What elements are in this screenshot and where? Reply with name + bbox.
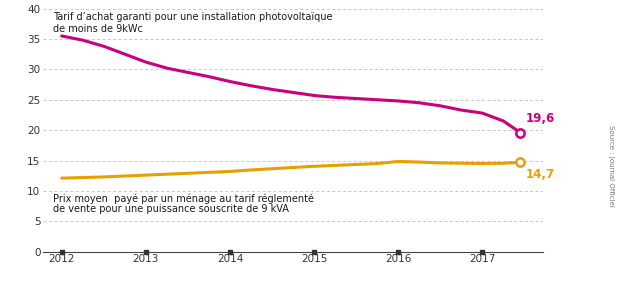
Text: 14,7: 14,7	[525, 168, 555, 181]
Text: Source : Journal Officiel: Source : Journal Officiel	[608, 125, 614, 207]
Text: de moins de 9kWc: de moins de 9kWc	[53, 24, 143, 34]
Text: 19,6: 19,6	[525, 112, 555, 125]
Text: Tarif d’achat garanti pour une installation photovoltaïque: Tarif d’achat garanti pour une installat…	[53, 12, 333, 22]
Text: Prix moyen  payé par un ménage au tarif réglementé: Prix moyen payé par un ménage au tarif r…	[53, 194, 314, 204]
Text: de vente pour une puissance souscrite de 9 kVA: de vente pour une puissance souscrite de…	[53, 204, 289, 214]
